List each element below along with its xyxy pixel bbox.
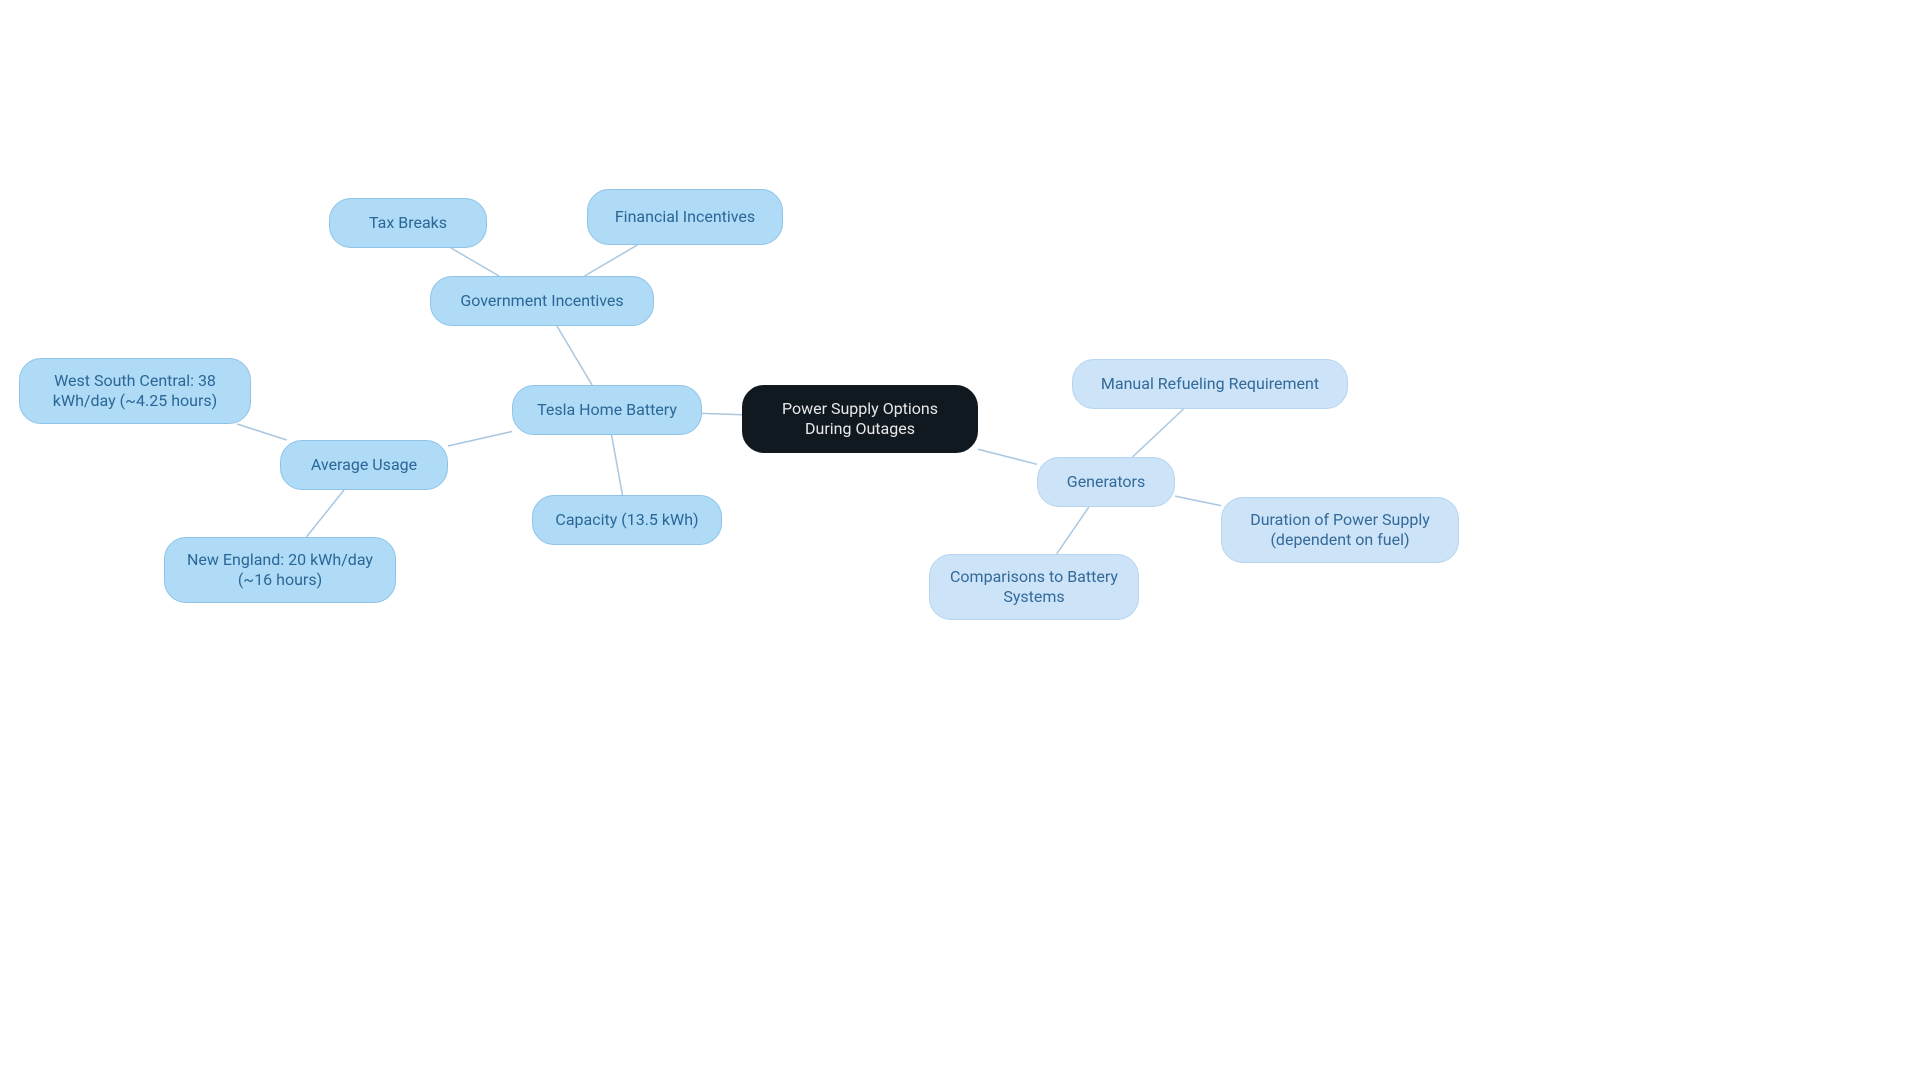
mindmap-edge (585, 245, 638, 276)
mindmap-node: New England: 20 kWh/day (~16 hours) (164, 537, 396, 603)
mindmap-node-label: Comparisons to Battery Systems (948, 567, 1120, 607)
mindmap-canvas: Power Supply Options During Outages Tesla… (0, 0, 1920, 1083)
mindmap-edge (1175, 496, 1221, 505)
mindmap-node: Duration of Power Supply (dependent on f… (1221, 497, 1459, 563)
mindmap-node: Manual Refueling Requirement (1072, 359, 1348, 409)
mindmap-node: Financial Incentives (587, 189, 783, 245)
mindmap-node: Government Incentives (430, 276, 654, 326)
mindmap-node-label: Duration of Power Supply (dependent on f… (1240, 510, 1440, 550)
mindmap-edge (1057, 507, 1089, 554)
mindmap-edge (1133, 409, 1184, 457)
mindmap-node: Tax Breaks (329, 198, 487, 248)
mindmap-edge (448, 432, 512, 446)
mindmap-edge (612, 435, 623, 495)
mindmap-node-label: New England: 20 kWh/day (~16 hours) (183, 550, 377, 590)
mindmap-node: Comparisons to Battery Systems (929, 554, 1139, 620)
mindmap-node-label: Government Incentives (460, 291, 623, 311)
mindmap-node-label: Power Supply Options During Outages (761, 399, 959, 439)
mindmap-node-label: Generators (1067, 472, 1145, 492)
mindmap-node-label: Capacity (13.5 kWh) (555, 510, 698, 530)
mindmap-node-label: West South Central: 38 kWh/day (~4.25 ho… (38, 371, 232, 411)
mindmap-node-label: Average Usage (311, 455, 417, 475)
mindmap-node-label: Tax Breaks (369, 213, 447, 233)
mindmap-node: West South Central: 38 kWh/day (~4.25 ho… (19, 358, 251, 424)
mindmap-edge (557, 326, 592, 385)
mindmap-edge (978, 449, 1037, 464)
mindmap-edge (237, 424, 287, 440)
mindmap-edge (306, 490, 344, 537)
mindmap-node: Average Usage (280, 440, 448, 490)
mindmap-node: Capacity (13.5 kWh) (532, 495, 722, 545)
mindmap-node: Tesla Home Battery (512, 385, 702, 435)
mindmap-node-label: Manual Refueling Requirement (1101, 374, 1319, 394)
mindmap-node-label: Financial Incentives (615, 207, 755, 227)
mindmap-node: Generators (1037, 457, 1175, 507)
mindmap-edge (451, 248, 499, 276)
mindmap-node: Power Supply Options During Outages (742, 385, 978, 453)
mindmap-node-label: Tesla Home Battery (537, 400, 677, 420)
mindmap-edge (702, 413, 742, 414)
